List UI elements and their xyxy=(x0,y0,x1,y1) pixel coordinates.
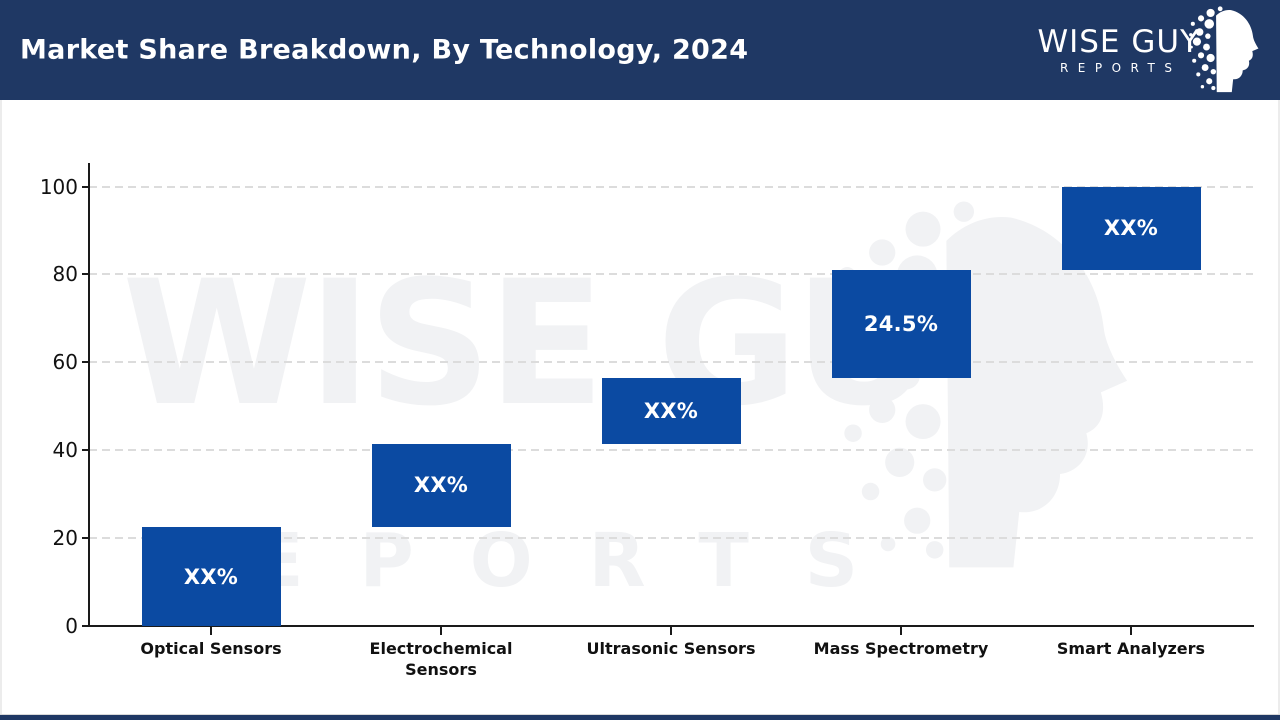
y-axis-line xyxy=(88,163,90,627)
bar-mass-spectrometry: 24.5% xyxy=(831,270,971,378)
gridline xyxy=(89,185,1253,188)
gridline xyxy=(89,449,1253,452)
x-category-label: Electrochemical Sensors xyxy=(369,639,513,679)
left-border xyxy=(0,100,2,714)
bar-ultrasonic-sensors: XX% xyxy=(601,377,741,444)
gridline xyxy=(89,273,1253,276)
y-tick-mark xyxy=(82,625,89,627)
y-tick-mark xyxy=(82,537,89,540)
y-tick-mark xyxy=(82,449,89,452)
bar-value-label: XX% xyxy=(183,564,239,589)
x-tick-mark xyxy=(440,627,442,635)
x-category-label: Ultrasonic Sensors xyxy=(586,639,756,658)
x-category-label: Smart Analyzers xyxy=(1056,639,1206,658)
bar-optical-sensors: XX% xyxy=(141,527,281,626)
bar-value-label: XX% xyxy=(1103,216,1159,241)
x-axis-line xyxy=(88,625,1254,627)
y-tick-mark xyxy=(82,273,89,276)
logo-reports-text: REPORTS xyxy=(1059,60,1182,75)
bar-value-label: XX% xyxy=(643,398,699,423)
x-category-label: Optical Sensors xyxy=(140,639,282,658)
logo-wiseguy-text: WISE GUY xyxy=(1037,23,1200,60)
footer-bar xyxy=(0,714,1280,720)
bar-electrochemical-sensors: XX% xyxy=(371,443,511,528)
gridline xyxy=(89,361,1253,364)
brand-logo: WISE GUY REPORTS xyxy=(1037,0,1268,100)
page-title: Market Share Breakdown, By Technology, 2… xyxy=(20,34,749,66)
x-tick-mark xyxy=(900,627,902,635)
brand-logo-text: WISE GUY REPORTS xyxy=(1037,23,1200,75)
bar-smart-analyzers: XX% xyxy=(1061,186,1201,270)
x-tick-mark xyxy=(1130,627,1132,635)
x-category-label: Mass Spectrometry xyxy=(813,639,989,658)
x-tick-mark xyxy=(210,627,212,635)
y-tick-label: 80 xyxy=(52,262,78,287)
y-tick-mark xyxy=(82,361,89,364)
y-tick-label: 60 xyxy=(52,350,78,375)
bar-value-label: 24.5% xyxy=(863,311,939,336)
right-border xyxy=(1278,100,1280,714)
y-tick-label: 40 xyxy=(52,438,78,463)
bar-value-label: XX% xyxy=(413,473,469,498)
header-bar: Market Share Breakdown, By Technology, 2… xyxy=(0,0,1280,100)
x-tick-mark xyxy=(670,627,672,635)
y-tick-mark xyxy=(82,185,89,188)
gridline xyxy=(89,537,1253,540)
y-tick-label: 0 xyxy=(65,614,78,638)
y-tick-label: 20 xyxy=(52,526,78,551)
y-tick-label: 100 xyxy=(39,174,78,199)
